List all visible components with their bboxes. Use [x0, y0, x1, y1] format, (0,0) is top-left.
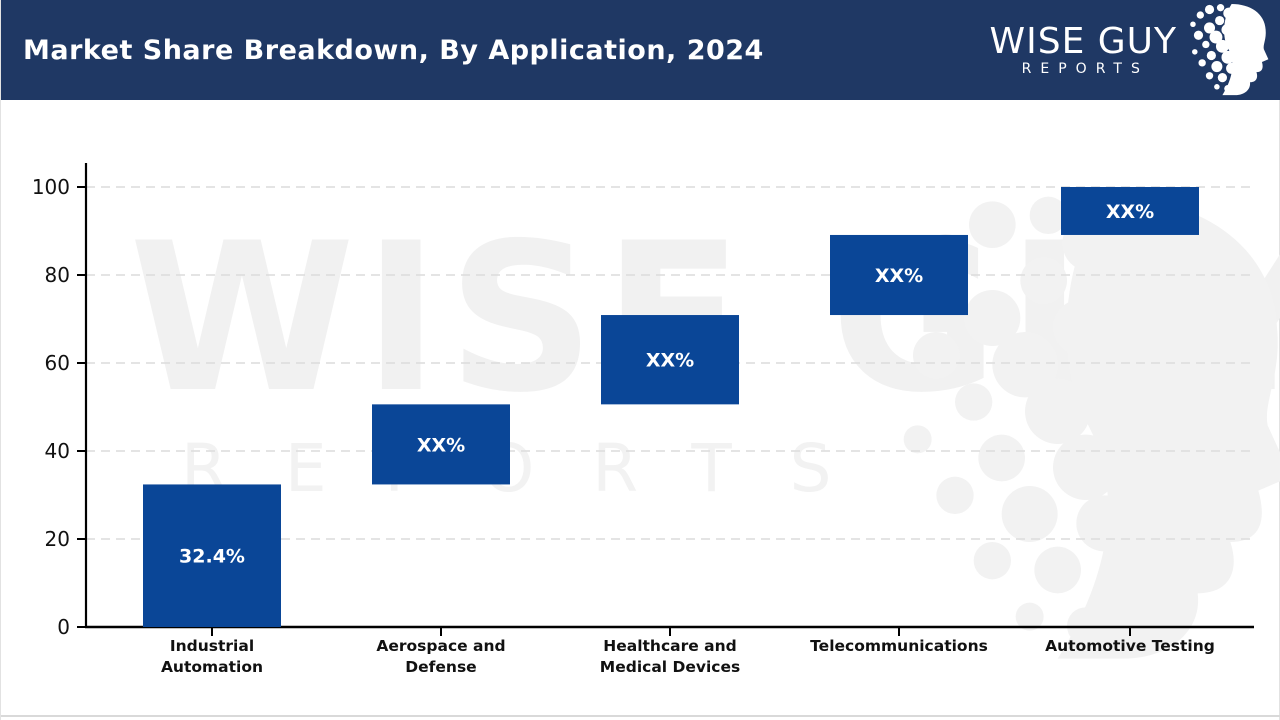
x-axis-label-industrial-automation: Automation	[161, 658, 263, 676]
bar-telecommunications	[830, 234, 968, 316]
logo-subtitle: REPORTS	[1021, 61, 1149, 77]
waterfall-chart: 0 20 40 60 80 100 32.4% Industrial Automation XX%…	[32, 163, 1254, 676]
wise-guy-logo: WISE GUY REPORTS	[990, 0, 1274, 100]
x-axis-label-healthcare-and-medical-devices: Medical Devices	[600, 658, 740, 676]
chart-area: WISE GUY REPORTS 02040608010032.4%Indust…	[1, 100, 1280, 720]
y-axis-tick-label: 0	[57, 615, 70, 639]
logo-head-icon	[1190, 4, 1269, 96]
bar-value-label: XX%	[875, 265, 923, 287]
x-axis-label-aerospace-and-defense: Aerospace and	[376, 637, 505, 655]
x-axis-label-aerospace-and-defense: Defense	[405, 658, 476, 676]
x-axis-label-automotive-testing: Automotive Testing	[1045, 637, 1215, 655]
bar-automotive-testing	[1061, 187, 1199, 235]
bar-aerospace-and-defense	[372, 404, 510, 485]
y-axis-tick-label: 40	[45, 439, 70, 463]
y-axis-tick-label: 20	[45, 527, 70, 551]
header-bar: Market Share Breakdown, By Application, …	[1, 0, 1280, 100]
x-axis-label-industrial-automation: Industrial	[170, 637, 254, 655]
footer-divider	[1, 715, 1280, 717]
bar-value-label: XX%	[417, 434, 465, 456]
logo-text: WISE GUY REPORTS	[989, 21, 1178, 78]
x-axis-label-telecommunications: Telecommunications	[810, 637, 988, 655]
y-axis-tick-label: 80	[45, 263, 70, 287]
logo-wordmark: WISE GUY	[989, 21, 1177, 62]
bar-industrial-automation	[143, 484, 281, 627]
y-axis-tick-label: 100	[32, 175, 70, 199]
bar-value-label: 32.4%	[179, 546, 245, 568]
bar-healthcare-and-medical-devices	[601, 315, 739, 405]
x-axis-label-healthcare-and-medical-devices: Healthcare and	[603, 637, 737, 655]
bar-value-label: XX%	[1106, 201, 1154, 223]
y-axis-tick-label: 60	[45, 351, 70, 375]
page-title: Market Share Breakdown, By Application, …	[23, 34, 764, 66]
bar-value-label: XX%	[646, 350, 694, 372]
